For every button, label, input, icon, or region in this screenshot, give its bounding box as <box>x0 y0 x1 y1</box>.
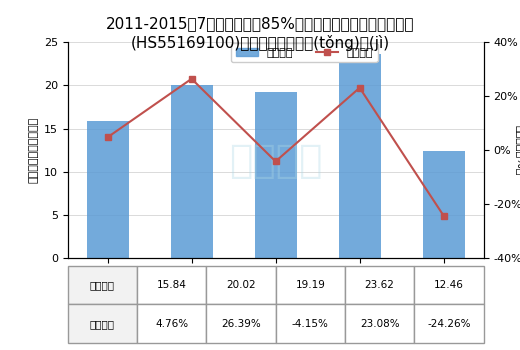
Text: 普華有策: 普華有策 <box>229 142 322 180</box>
Y-axis label: 同比增長（%）: 同比增長（%） <box>515 125 520 175</box>
Bar <box>339 54 381 258</box>
Text: 2011-2015年7月人造短纖＜85%與其他纖維混紡未漂或漂白布: 2011-2015年7月人造短纖＜85%與其他纖維混紡未漂或漂白布 <box>106 16 414 32</box>
Legend: 出口金額, 同比增長: 出口金額, 同比增長 <box>231 43 378 62</box>
Bar <box>423 150 465 258</box>
Text: (HS55169100)出口總額及增速統(tǒng)計(jì): (HS55169100)出口總額及增速統(tǒng)計(jì) <box>131 35 389 51</box>
Bar <box>255 92 296 258</box>
Bar <box>86 121 128 258</box>
Bar <box>171 85 213 258</box>
Y-axis label: 出口金額（百萬美元）: 出口金額（百萬美元） <box>28 117 38 183</box>
